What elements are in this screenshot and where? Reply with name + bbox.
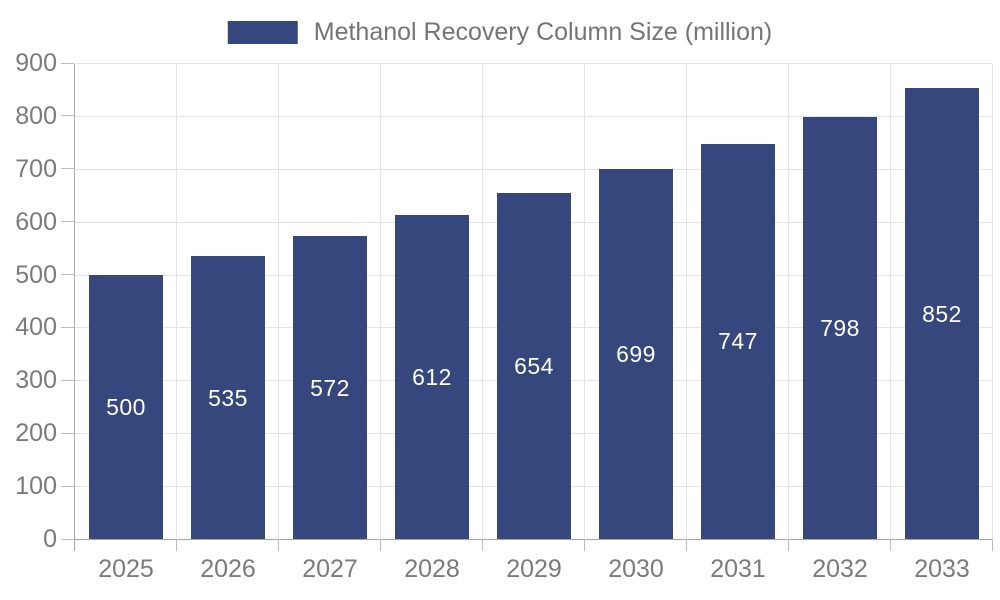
- y-tick-label: 0: [43, 525, 57, 553]
- x-tick-label: 2029: [506, 555, 562, 583]
- bar: 535: [191, 256, 265, 539]
- y-axis-tick: [61, 539, 74, 540]
- legend[interactable]: Methanol Recovery Column Size (million): [227, 18, 773, 46]
- y-axis-tick: [61, 62, 74, 64]
- bar: 747: [701, 143, 775, 539]
- plot-area: 0 100 200 300 400 500 600 700 800 900 2025 2026 2027…: [15, 50, 993, 582]
- x-grid-line: [176, 64, 177, 539]
- x-tick-label: 2030: [608, 555, 664, 583]
- y-axis-tick: [61, 485, 74, 487]
- y-axis-tick: [61, 326, 74, 328]
- bar: 612: [395, 215, 469, 539]
- x-grid-line: [890, 64, 891, 539]
- x-tick-label: 2033: [914, 555, 970, 583]
- legend-swatch-icon: [227, 20, 298, 44]
- y-tick-label: 500: [15, 260, 57, 289]
- bar: 654: [497, 193, 571, 539]
- x-grid-line: [584, 64, 585, 539]
- x-axis-tick: [992, 539, 993, 551]
- y-tick-label: 400: [15, 313, 57, 342]
- x-axis-tick: [482, 539, 483, 551]
- bar: 798: [803, 116, 877, 539]
- y-tick-label: 900: [15, 49, 57, 77]
- x-grid-line: [992, 64, 993, 539]
- x-tick-label: 2032: [812, 555, 868, 583]
- x-axis-tick: [176, 539, 177, 551]
- y-grid-line: [75, 168, 992, 170]
- x-axis-tick: [686, 539, 687, 551]
- y-axis-tick: [61, 221, 74, 223]
- y-tick-label: 800: [15, 101, 57, 130]
- bar-value-label: 535: [208, 384, 248, 411]
- bar: 500: [89, 274, 163, 539]
- x-grid-line: [278, 64, 279, 539]
- bar-value-label: 654: [514, 353, 554, 380]
- y-axis-tick: [61, 432, 74, 434]
- bar-value-label: 500: [106, 393, 146, 420]
- x-tick-label: 2031: [710, 555, 766, 583]
- bar: 699: [599, 169, 673, 539]
- y-tick-label: 300: [15, 366, 57, 395]
- x-axis-tick: [380, 539, 381, 551]
- y-axis-tick: [61, 379, 74, 381]
- y-tick-label: 700: [15, 154, 57, 183]
- x-axis-tick: [584, 539, 585, 551]
- x-axis-tick: [74, 539, 75, 551]
- x-grid-line: [482, 64, 483, 539]
- y-grid-line: [75, 115, 992, 117]
- x-tick-label: 2027: [302, 555, 358, 583]
- x-grid-line: [380, 64, 381, 539]
- x-grid-line: [788, 64, 789, 539]
- bar-value-label: 572: [310, 374, 350, 401]
- bar: 852: [905, 88, 979, 539]
- x-grid-line: [686, 64, 687, 539]
- x-tick-label: 2025: [98, 555, 154, 583]
- y-axis-tick: [61, 115, 74, 117]
- y-tick-label: 600: [15, 207, 57, 236]
- y-axis-tick: [61, 168, 74, 170]
- x-tick-label: 2026: [200, 555, 256, 583]
- bar-value-label: 612: [412, 364, 452, 391]
- y-tick-label: 100: [15, 472, 57, 501]
- legend-label: Methanol Recovery Column Size (million): [313, 18, 773, 46]
- x-tick-label: 2028: [404, 555, 460, 583]
- bar-value-label: 699: [616, 341, 656, 368]
- bar: 572: [293, 236, 367, 539]
- bar-value-label: 747: [718, 328, 758, 355]
- y-tick-label: 200: [15, 419, 57, 448]
- y-grid-line: [75, 63, 992, 64]
- x-axis-tick: [890, 539, 891, 551]
- bar-value-label: 798: [820, 314, 860, 341]
- y-axis-tick: [61, 274, 74, 276]
- bar-value-label: 852: [922, 300, 962, 327]
- x-axis-tick: [788, 539, 789, 551]
- x-axis-tick: [278, 539, 279, 551]
